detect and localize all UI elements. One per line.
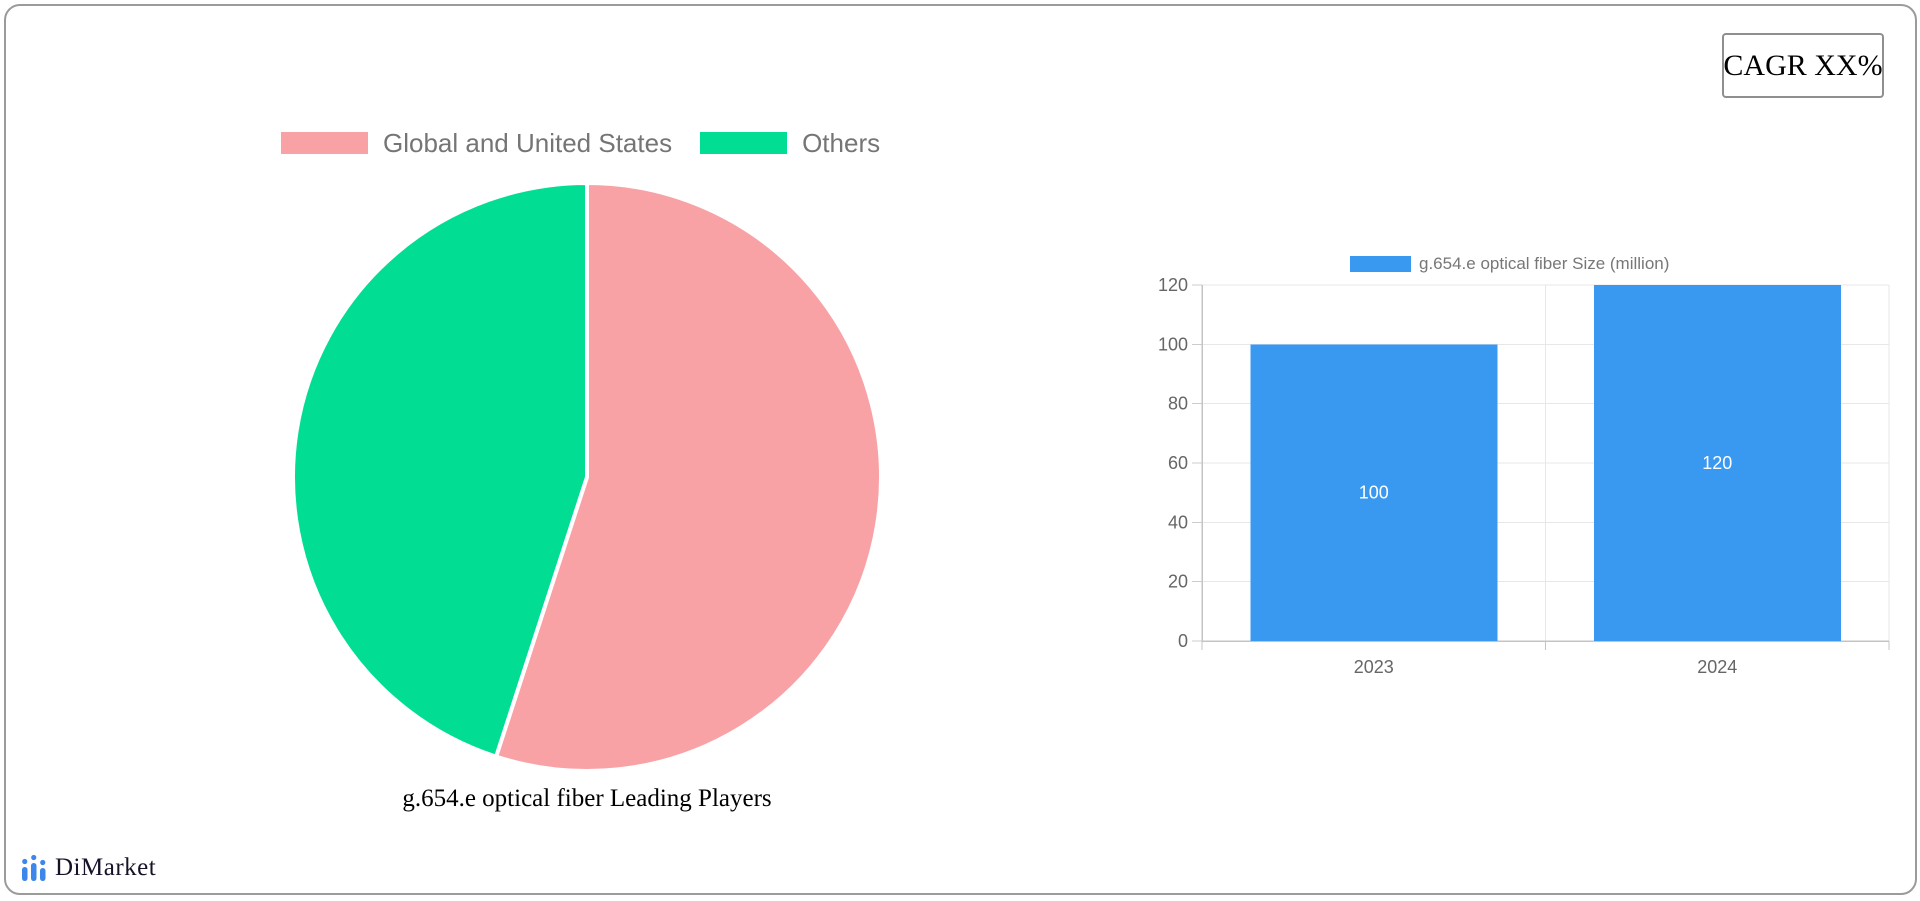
pie-legend-swatch-others[interactable] bbox=[700, 132, 788, 154]
brand-logo-text: DiMarket bbox=[55, 854, 157, 881]
bar-chart-logo-icon bbox=[22, 854, 46, 881]
bar-2023 bbox=[1250, 344, 1498, 641]
x-tick-label: 2023 bbox=[1354, 657, 1394, 677]
pie-legend-swatch-global-us[interactable] bbox=[281, 132, 368, 154]
y-tick-label: 40 bbox=[1168, 512, 1188, 532]
bar-chart: 0 20 40 60 80 100 120 100 2023 120 2024 bbox=[1158, 275, 1890, 677]
brand-logo: DiMarket bbox=[20, 852, 156, 884]
y-tick-label: 20 bbox=[1168, 572, 1188, 592]
bar-legend-label[interactable]: g.654.e optical fiber Size (million) bbox=[1419, 254, 1670, 273]
y-tick-label: 60 bbox=[1168, 453, 1188, 473]
y-tick-label: 0 bbox=[1178, 631, 1188, 651]
x-tick-label: 2024 bbox=[1697, 657, 1737, 677]
pie-slice-others bbox=[291, 181, 589, 759]
pie-slice-global-and-united-states bbox=[494, 181, 883, 773]
y-tick-label: 80 bbox=[1168, 394, 1188, 414]
pie-legend: Global and United States Others bbox=[281, 128, 880, 158]
cagr-badge: CAGR XX% bbox=[1722, 33, 1884, 98]
bar-value-label: 100 bbox=[1359, 483, 1389, 503]
pie-legend-label-others[interactable]: Others bbox=[802, 127, 881, 158]
pie-chart bbox=[291, 181, 883, 773]
cagr-label: CAGR XX% bbox=[1723, 48, 1883, 82]
bar-2024 bbox=[1593, 285, 1841, 641]
y-tick-label: 100 bbox=[1158, 334, 1188, 354]
bar-legend: g.654.e optical fiber Size (million) bbox=[1350, 248, 1669, 280]
y-tick-label: 120 bbox=[1158, 275, 1188, 295]
bar-legend-swatch[interactable] bbox=[1350, 256, 1411, 272]
bar-value-label: 120 bbox=[1702, 453, 1732, 473]
pie-chart-title: g.654.e optical fiber Leading Players bbox=[402, 785, 772, 812]
pie-legend-label-global-us[interactable]: Global and United States bbox=[383, 127, 673, 158]
